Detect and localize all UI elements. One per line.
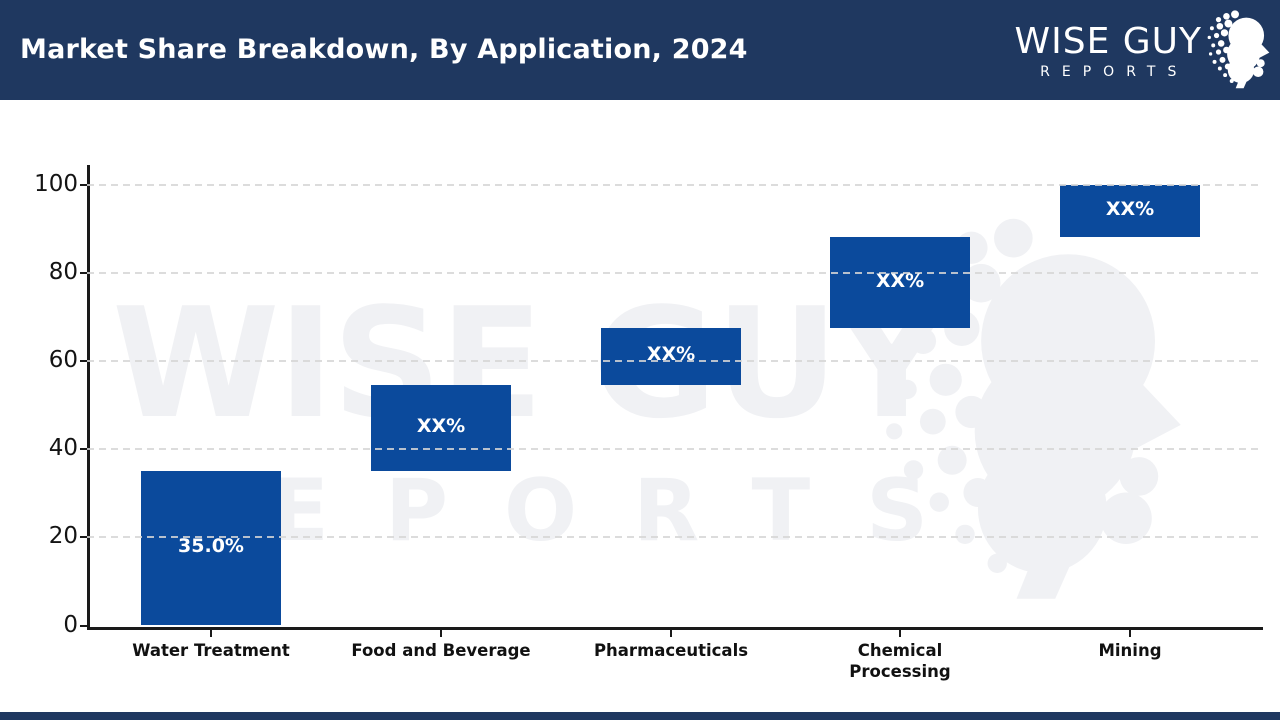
y-tick	[80, 624, 87, 627]
footer-bar	[0, 712, 1280, 720]
bar-food-and-beverage	[371, 385, 511, 472]
bar-value-label: 35.0%	[178, 535, 244, 558]
brand-logo: WISE GUY REPORTS	[1015, 6, 1271, 94]
y-tick-label: 100	[34, 170, 78, 197]
bar-pharmaceuticals	[601, 327, 741, 386]
brand-subtitle: REPORTS	[1040, 63, 1189, 80]
x-tick	[210, 629, 212, 637]
gridline	[87, 359, 1263, 362]
x-category-label: Pharmaceuticals	[593, 641, 749, 660]
gridline	[87, 271, 1263, 274]
brand-name: WISE GUY	[1014, 20, 1202, 62]
y-tick	[80, 271, 87, 274]
gridline	[87, 448, 1263, 451]
x-tick	[899, 629, 901, 637]
y-tick	[80, 359, 87, 362]
y-tick-label: 20	[48, 523, 78, 550]
bar-value-label: XX%	[646, 343, 696, 366]
y-tick	[80, 448, 87, 451]
brand-head-icon	[1207, 10, 1270, 89]
header-bar: Market Share Breakdown, By Application, …	[0, 0, 1280, 100]
y-tick-label: 60	[48, 346, 78, 373]
bar-value-label: XX%	[416, 415, 466, 438]
y-tick	[80, 536, 87, 539]
page-title: Market Share Breakdown, By Application, …	[20, 34, 748, 65]
x-axis-line	[87, 627, 1263, 630]
bar-mining	[1060, 184, 1200, 238]
gridline	[87, 183, 1263, 186]
x-tick	[670, 629, 672, 637]
brand-logo-text: WISE GUY REPORTS	[1015, 21, 1203, 80]
watermark-text: WISE GUY	[112, 275, 947, 452]
x-tick	[1129, 629, 1131, 637]
x-category-label: Chemical Processing	[849, 641, 951, 682]
bar-value-label: XX%	[1105, 197, 1155, 220]
bar-chemical-processing	[830, 237, 970, 328]
y-tick-label: 40	[48, 435, 78, 462]
x-category-label: Mining	[1098, 641, 1162, 660]
bar-water-treatment	[141, 471, 281, 626]
x-category-label: Water Treatment	[132, 641, 290, 660]
gridline	[87, 536, 1263, 539]
y-tick-label: 80	[48, 258, 78, 285]
x-tick	[440, 629, 442, 637]
bar-value-label: XX%	[875, 269, 925, 292]
y-tick-label: 0	[63, 611, 78, 638]
y-tick	[80, 183, 87, 186]
y-axis-line	[87, 165, 90, 630]
x-category-label: Food and Beverage	[351, 641, 531, 660]
